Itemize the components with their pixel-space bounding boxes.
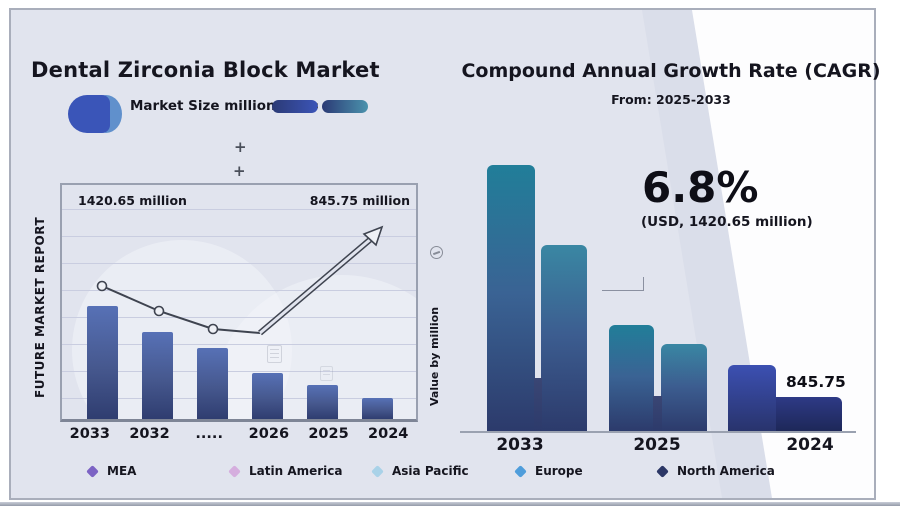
bottom-edge-strip bbox=[0, 502, 900, 506]
plus-mark-icon: + bbox=[234, 138, 247, 156]
cylinder-icon bbox=[68, 95, 122, 133]
page-title: Dental Zirconia Block Market bbox=[31, 58, 380, 82]
legend-label: MEA bbox=[107, 464, 137, 478]
legend-item-europe: Europe bbox=[514, 464, 583, 478]
future-market-report-watermark: FUTURE MARKET REPORT bbox=[33, 216, 47, 398]
left-bar-2025 bbox=[307, 385, 338, 419]
minus-circle-icon bbox=[430, 246, 443, 259]
trend-marker bbox=[207, 323, 219, 335]
left-bar-2024 bbox=[362, 398, 393, 419]
plus-mark-icon: + bbox=[233, 162, 246, 180]
cagr-period: From: 2025-2033 bbox=[611, 92, 731, 107]
ratio-pill-blue bbox=[272, 100, 318, 113]
trend-line bbox=[101, 285, 261, 334]
right-year-label: 2025 bbox=[633, 435, 681, 455]
growth-arrow-head bbox=[362, 225, 384, 247]
ratio-pill-teal bbox=[322, 100, 368, 113]
left-bar-..... bbox=[197, 348, 228, 419]
legend-item-north-america: North America bbox=[656, 464, 775, 478]
market-size-label: Market Size million bbox=[130, 98, 276, 114]
left-bar-2026 bbox=[252, 373, 283, 419]
diamond-marker-icon bbox=[514, 464, 527, 478]
cagr-title: Compound Annual Growth Rate (CAGR) bbox=[461, 60, 881, 82]
diamond-marker-icon bbox=[86, 464, 99, 478]
annotation-right-value: 845.75 million bbox=[309, 193, 410, 208]
x-label: 2024 bbox=[368, 426, 409, 442]
cagr-detail: (USD, 1420.65 million) bbox=[641, 214, 813, 230]
trend-line-and-arrow bbox=[96, 225, 384, 336]
growth-arrow-shaft-inner bbox=[259, 236, 373, 335]
gridlines bbox=[62, 209, 416, 419]
diamond-marker-icon bbox=[228, 464, 241, 478]
x-axis-line bbox=[460, 431, 856, 433]
left-bar-2032 bbox=[142, 332, 173, 419]
market-size-chart: 1420.65 million 845.75 million bbox=[60, 183, 418, 422]
left-bar-2033 bbox=[87, 306, 118, 419]
legend-label: Asia Pacific bbox=[392, 464, 469, 478]
x-label: 2032 bbox=[129, 426, 170, 442]
value-axis-label: Value by million bbox=[428, 306, 441, 406]
legend-label: Latin America bbox=[249, 464, 343, 478]
annotation-left-value: 1420.65 million bbox=[78, 193, 187, 208]
cagr-value: 6.8% bbox=[642, 163, 759, 212]
corner-bracket-line bbox=[602, 277, 644, 291]
right-year-label: 2024 bbox=[786, 435, 834, 455]
legend-item-mea: MEA bbox=[86, 464, 137, 478]
x-label: 2033 bbox=[69, 426, 111, 442]
diamond-marker-icon bbox=[371, 464, 384, 478]
x-label: 2026 bbox=[248, 426, 290, 442]
cylinder-body bbox=[68, 95, 110, 133]
legend-label: Europe bbox=[535, 464, 583, 478]
right-year-label: 2033 bbox=[496, 435, 544, 455]
x-label: ..... bbox=[195, 426, 223, 442]
ratio-pill-separator: : bbox=[316, 101, 320, 111]
x-axis-labels: 2033 2032 ..... 2026 2025 2024 bbox=[60, 426, 418, 442]
legend-item-asia-pacific: Asia Pacific bbox=[371, 464, 469, 478]
left-bars-group bbox=[62, 185, 416, 419]
document-watermark-icon bbox=[267, 345, 282, 363]
document-watermark-icon bbox=[320, 366, 333, 381]
legend-item-latin-america: Latin America bbox=[228, 464, 343, 478]
bar-value-label: 845.75 bbox=[786, 373, 846, 391]
trend-marker bbox=[96, 280, 108, 292]
trend-marker bbox=[153, 305, 165, 317]
x-label: 2025 bbox=[308, 426, 349, 442]
diamond-marker-icon bbox=[656, 464, 669, 478]
legend-label: North America bbox=[677, 464, 775, 478]
